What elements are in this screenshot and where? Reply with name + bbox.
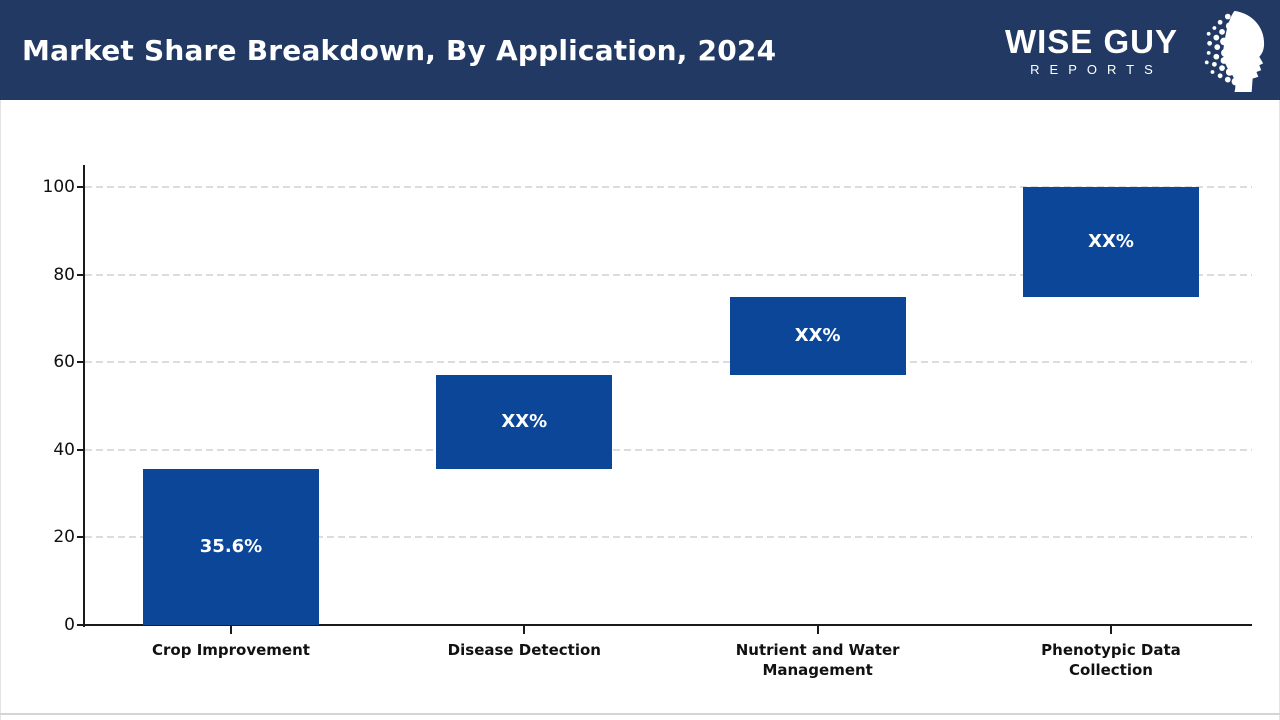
y-tick xyxy=(77,273,85,276)
y-tick-label: 40 xyxy=(53,439,75,460)
gridline xyxy=(85,536,1252,539)
gridline xyxy=(85,448,1252,451)
logo-subtitle: REPORTS xyxy=(1030,61,1163,77)
x-axis-spine xyxy=(83,624,1252,626)
bar-segment: XX% xyxy=(1022,187,1199,297)
bar-segment: XX% xyxy=(729,296,906,376)
bar-value-label: XX% xyxy=(794,324,841,346)
bar-value-label: 35.6% xyxy=(199,536,263,558)
logo-text: WISE GUY REPORTS xyxy=(1005,25,1178,76)
gridline xyxy=(85,186,1252,188)
y-tick xyxy=(77,536,85,539)
x-tick xyxy=(523,626,526,634)
y-tick-label: 20 xyxy=(53,527,75,548)
y-tick xyxy=(77,361,85,364)
x-axis-label: Phenotypic Data Collection xyxy=(1041,641,1181,680)
bar-segment: 35.6% xyxy=(143,469,319,625)
y-tick xyxy=(77,624,85,626)
header-bar: Market Share Breakdown, By Application, … xyxy=(0,0,1280,100)
x-tick xyxy=(230,626,232,634)
dotted-head-profile-icon xyxy=(1204,10,1265,93)
gridline xyxy=(85,361,1252,364)
y-axis-spine xyxy=(83,165,85,627)
x-axis-label: Nutrient and Water Management xyxy=(735,641,900,680)
y-tick xyxy=(77,186,85,188)
x-tick xyxy=(1109,626,1112,634)
wise-guy-reports-logo: WISE GUY REPORTS xyxy=(1005,7,1266,93)
y-tick-label: 100 xyxy=(42,177,75,197)
x-tick xyxy=(816,626,819,634)
gridline xyxy=(85,273,1252,276)
bottom-rule xyxy=(0,713,1280,715)
bar-value-label: XX% xyxy=(501,411,548,433)
bar-value-label: XX% xyxy=(1088,231,1134,252)
y-tick-label: 60 xyxy=(53,352,75,373)
x-axis-label: Crop Improvement xyxy=(152,641,310,659)
bar-segment: XX% xyxy=(436,375,613,470)
y-tick-label: 80 xyxy=(53,264,75,285)
y-tick xyxy=(77,448,85,451)
logo-wordmark: WISE GUY xyxy=(1004,22,1178,60)
x-axis-label: Disease Detection xyxy=(447,641,601,659)
y-tick-label: 0 xyxy=(64,615,75,635)
page-title: Market Share Breakdown, By Application, … xyxy=(22,33,777,67)
